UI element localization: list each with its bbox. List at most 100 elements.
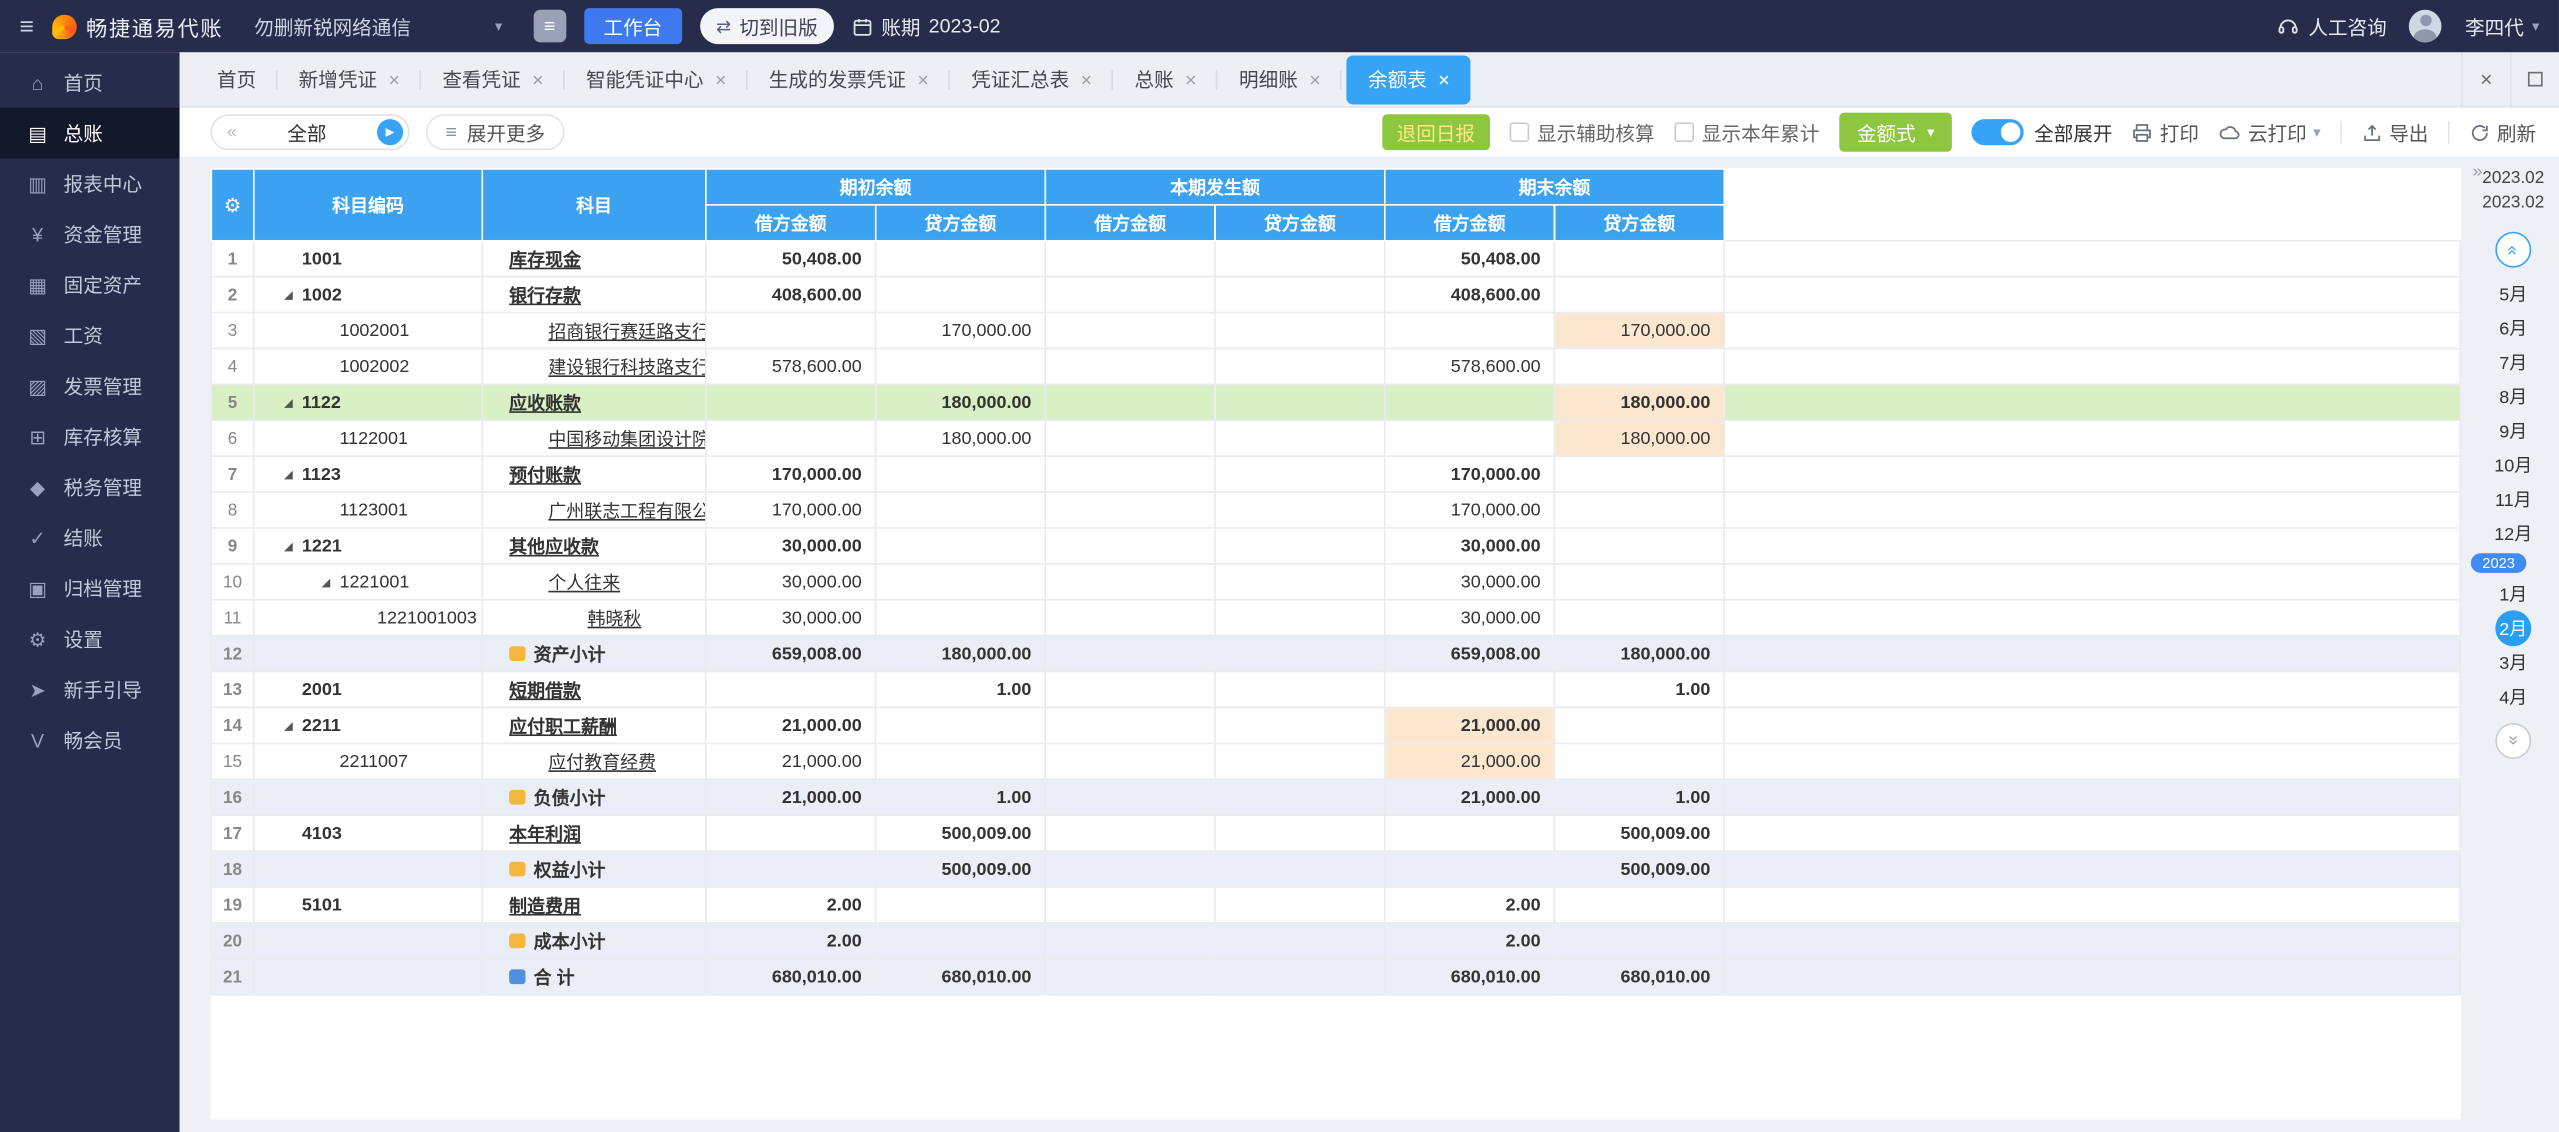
user-menu[interactable]: 李四代 ▾ [2465,12,2539,40]
table-row[interactable]: 4 1002002 建设银行科技路支行 578,600.00 578,600.00 [210,347,2462,386]
sidebar-item-report-center[interactable]: ▥ 报表中心 [0,158,180,209]
tab-close-icon[interactable]: × [1309,67,1321,91]
collapse-rail-icon[interactable]: » [2472,161,2483,182]
sidebar-item-tax[interactable]: ◆ 税务管理 [0,462,180,513]
expand-triangle-icon[interactable]: ◢ [321,576,331,589]
fullscreen-icon[interactable] [2510,52,2559,107]
settings-column-header[interactable]: ⚙ [210,168,255,242]
export-button[interactable]: 导出 [2361,118,2428,146]
table-row[interactable]: 12 资产小计 659,008.00 180,000.00 659,008.00 180,… [210,634,2462,673]
hamburger-menu-icon[interactable]: ≡ [19,12,34,40]
tab-close-icon[interactable]: × [917,67,929,91]
column-header-subject[interactable]: 科目 [481,168,707,242]
company-selector[interactable]: 勿删新锐网络通信 ▾ [241,8,515,44]
table-row[interactable]: 9 ◢ 1221 其他应收款 30,000.00 30,000.00 [210,527,2462,565]
account-name-link[interactable]: 制造费用 [509,896,581,917]
sidebar-item-invoice[interactable]: ▨ 发票管理 [0,361,180,412]
table-row[interactable]: 21 合 计 680,010.00 680,010.00 680,010.00 680,0… [210,957,2462,996]
expand-all-toggle[interactable] [1972,119,2025,146]
account-name-link[interactable]: 短期借款 [509,681,581,701]
expand-triangle-icon[interactable]: ◢ [283,397,293,409]
refresh-button[interactable]: 刷新 [2469,118,2536,146]
table-row[interactable]: 7 ◢ 1123 预付账款 170,000.00 170,000.00 [210,455,2462,493]
tab-close-icon[interactable]: × [1438,67,1450,91]
month-item[interactable]: 7月 [2468,344,2559,378]
tab-item[interactable]: 智能凭证中心 × [565,51,748,106]
tab-close-icon[interactable]: × [1185,67,1197,91]
tab-close-icon[interactable]: × [532,67,544,91]
month-item[interactable]: 11月 [2468,481,2559,515]
account-name-link[interactable]: 应收账款 [509,394,581,414]
month-item[interactable]: 8月 [2468,379,2559,413]
sidebar-item-fixed-assets[interactable]: ▦ 固定资产 [0,259,180,310]
support-button[interactable]: 人工咨询 [2277,12,2387,40]
tab-item[interactable]: 生成的发票凭证 × [748,51,951,106]
amount-format-dropdown[interactable]: 金额式 ▾ [1839,112,1953,152]
expand-triangle-icon[interactable]: ◢ [283,720,293,732]
table-row[interactable]: 6 1122001 中国移动集团设计院有限公司划 180,000.00 180,000.… [210,419,2462,457]
tab-item[interactable]: 查看凭证 × [421,51,565,106]
account-name-link[interactable]: 本年利润 [509,824,581,845]
sidebar-item-guide[interactable]: ➤ 新手引导 [0,664,180,715]
print-button[interactable]: 打印 [2132,118,2199,146]
year-total-checkbox[interactable] [1674,122,1694,142]
tab-item[interactable]: 总账 × [1113,51,1218,106]
expand-triangle-icon[interactable]: ◢ [283,469,293,481]
scroll-months-up-button[interactable]: « [2495,231,2532,268]
table-row[interactable]: 2 ◢ 1002 银行存款 408,600.00 408,600.00 [210,275,2462,314]
sidebar-item-inventory[interactable]: ⊞ 库存核算 [0,411,180,462]
table-row[interactable]: 20 成本小计 2.00 2.00 [210,922,2462,960]
tab-item[interactable]: 明细账 × [1218,51,1342,106]
notes-icon[interactable]: ≡ [533,9,566,43]
account-name-link[interactable]: 个人往来 [548,573,621,594]
month-item[interactable]: 10月 [2468,447,2559,481]
table-row[interactable]: 1 1001 库存现金 50,408.00 50,408.00 [210,239,2462,278]
go-icon[interactable]: ▶ [376,119,404,146]
month-item[interactable]: 9月 [2468,413,2559,447]
cloud-print-dropdown[interactable]: 云打印 ▾ [2219,118,2321,146]
sidebar-item-payroll[interactable]: ▧ 工资 [0,310,180,361]
account-name-link[interactable]: 应付职工薪酬 [509,717,617,737]
month-item[interactable]: 1月 [2468,576,2559,610]
accounting-period-selector[interactable]: 账期 2023-02 [852,12,1001,40]
month-item[interactable]: 6月 [2468,310,2559,344]
scroll-months-down-button[interactable]: « [2495,722,2532,759]
column-header-credit[interactable]: 贷方金额 [874,203,1047,242]
account-name-link[interactable]: 银行存款 [509,286,581,306]
table-row[interactable]: 18 权益小计 500,009.00 500,009.00 [210,850,2462,888]
account-name-link[interactable]: 预付账款 [509,465,581,486]
tab-item[interactable]: 凭证汇总表 × [950,51,1114,106]
table-row[interactable]: 16 负债小计 21,000.00 1.00 21,000.00 1.00 [210,778,2462,816]
month-item[interactable]: 2月 [2468,609,2559,646]
column-header-credit[interactable]: 贷方金额 [1214,203,1386,242]
account-name-link[interactable]: 中国移动集团设计院有限公司划 [548,430,704,450]
column-header-debit[interactable]: 借方金额 [705,203,877,242]
expand-triangle-icon[interactable]: ◢ [283,289,293,302]
month-item[interactable]: 4月 [2468,679,2559,713]
table-row[interactable]: 3 1002001 招商银行赛廷路支行 170,000.00 170,000.00 [210,311,2462,350]
table-row[interactable]: 15 2211007 应付教育经费 21,000.00 21,000.00 [210,742,2462,781]
table-row[interactable]: 11 1221001003 韩晓秋 30,000.00 30,000.00 [210,598,2462,637]
month-item[interactable]: 3月 [2468,645,2559,679]
account-name-link[interactable]: 建设银行科技路支行 [548,358,706,378]
return-daily-button[interactable]: 退回日报 [1381,114,1490,151]
sidebar-item-home[interactable]: ⌂ 首页 [0,57,180,108]
account-name-link[interactable]: 广州联志工程有限公司 [548,501,704,522]
column-header-debit[interactable]: 借方金额 [1383,203,1556,242]
tab-close-icon[interactable]: × [714,67,727,91]
table-row[interactable]: 19 5101 制造费用 2.00 2.00 [210,886,2462,924]
sidebar-item-settings[interactable]: ⚙ 设置 [0,614,180,665]
account-name-link[interactable]: 韩晓秋 [587,609,642,630]
expand-more-button[interactable]: ≡ 展开更多 [425,114,565,151]
column-header-code[interactable]: 科目编码 [252,168,484,242]
table-row[interactable]: 14 ◢ 2211 应付职工薪酬 21,000.00 21,000.00 [210,706,2462,745]
sidebar-item-closing[interactable]: ✓ 结账 [0,512,180,563]
switch-old-version-button[interactable]: ⇄ 切到旧版 [699,8,835,45]
column-header-credit[interactable]: 贷方金额 [1553,203,1726,242]
auxiliary-checkbox[interactable] [1509,122,1529,142]
tab-close-icon[interactable]: × [388,67,400,91]
month-item[interactable]: 5月 [2468,276,2559,310]
tab-item[interactable]: 首页 [196,51,278,106]
table-row[interactable]: 5 ◢ 1122 应收账款 180,000.00 180,000.00 [210,383,2462,422]
sidebar-item-vip[interactable]: V 畅会员 [0,715,180,766]
